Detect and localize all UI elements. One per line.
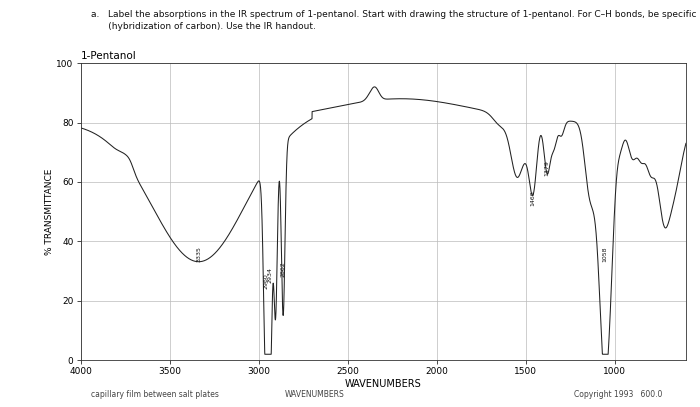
Text: WAVENUMBERS: WAVENUMBERS xyxy=(285,390,345,399)
Text: 3335: 3335 xyxy=(197,246,202,262)
Text: 2960: 2960 xyxy=(263,273,268,289)
Text: capillary film between salt plates: capillary film between salt plates xyxy=(91,390,219,399)
Text: (hybridization of carbon). Use the IR handout.: (hybridization of carbon). Use the IR ha… xyxy=(91,22,316,31)
Text: a.   Label the absorptions in the IR spectrum of 1-pentanol. Start with drawing : a. Label the absorptions in the IR spect… xyxy=(91,10,696,19)
X-axis label: WAVENUMBERS: WAVENUMBERS xyxy=(345,379,421,389)
Text: 1058: 1058 xyxy=(602,247,607,262)
Text: 1460: 1460 xyxy=(531,190,536,206)
Text: 1-Pentanol: 1-Pentanol xyxy=(80,51,136,61)
Y-axis label: % TRANSMITTANCE: % TRANSMITTANCE xyxy=(45,168,53,255)
Text: 2862: 2862 xyxy=(281,261,286,277)
Text: 1379: 1379 xyxy=(545,160,550,176)
Text: 2934: 2934 xyxy=(268,267,273,283)
Text: Copyright 1993   600.0: Copyright 1993 600.0 xyxy=(574,390,662,399)
